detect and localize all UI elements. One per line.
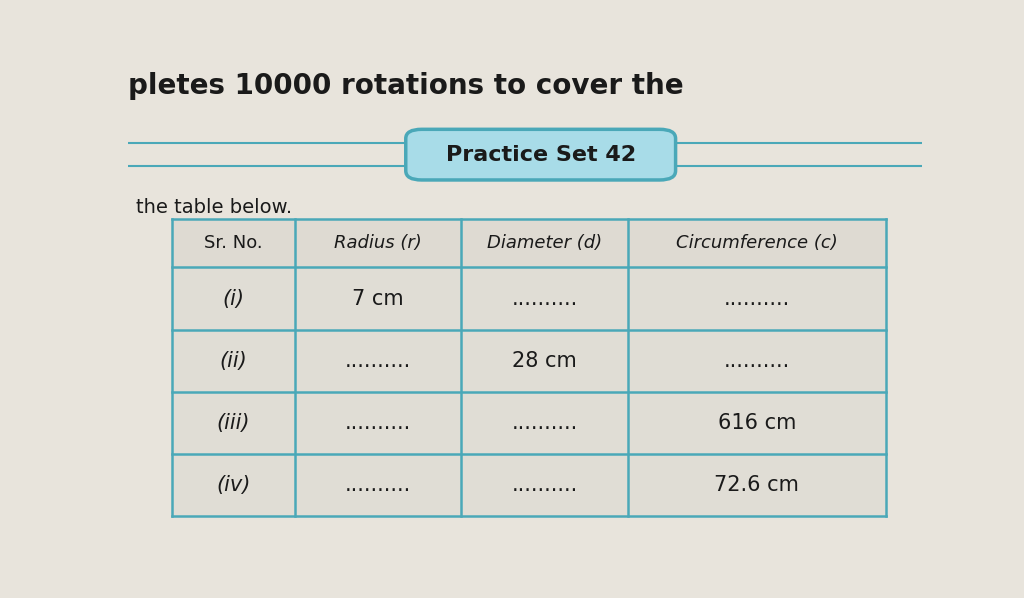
Text: ..........: ..........	[724, 350, 791, 371]
Bar	[172, 329, 886, 392]
Text: ..........: ..........	[345, 475, 411, 495]
Text: Practice Set 42: Practice Set 42	[445, 145, 636, 164]
Text: (iii): (iii)	[216, 413, 250, 433]
Text: the table below.: the table below.	[136, 199, 292, 218]
Text: Radius (r): Radius (r)	[334, 234, 422, 252]
Text: ..........: ..........	[512, 475, 578, 495]
Text: pletes 10000 rotations to cover the: pletes 10000 rotations to cover the	[128, 72, 684, 100]
Bar	[172, 454, 886, 516]
Text: ..........: ..........	[724, 289, 791, 309]
Text: Circumference (c): Circumference (c)	[676, 234, 838, 252]
Bar	[172, 392, 886, 454]
Text: ..........: ..........	[512, 413, 578, 433]
Text: 7 cm: 7 cm	[352, 289, 403, 309]
Bar	[172, 267, 886, 329]
Text: 28 cm: 28 cm	[512, 350, 577, 371]
Text: 616 cm: 616 cm	[718, 413, 796, 433]
Text: ..........: ..........	[512, 289, 578, 309]
FancyBboxPatch shape	[406, 129, 676, 180]
Text: (ii): (ii)	[219, 350, 247, 371]
Text: Diameter (d): Diameter (d)	[487, 234, 602, 252]
Bar	[172, 219, 886, 267]
Text: Sr. No.: Sr. No.	[204, 234, 262, 252]
Text: (i): (i)	[222, 289, 244, 309]
Text: 72.6 cm: 72.6 cm	[715, 475, 800, 495]
Text: (iv): (iv)	[216, 475, 250, 495]
Text: ..........: ..........	[345, 350, 411, 371]
Text: ..........: ..........	[345, 413, 411, 433]
